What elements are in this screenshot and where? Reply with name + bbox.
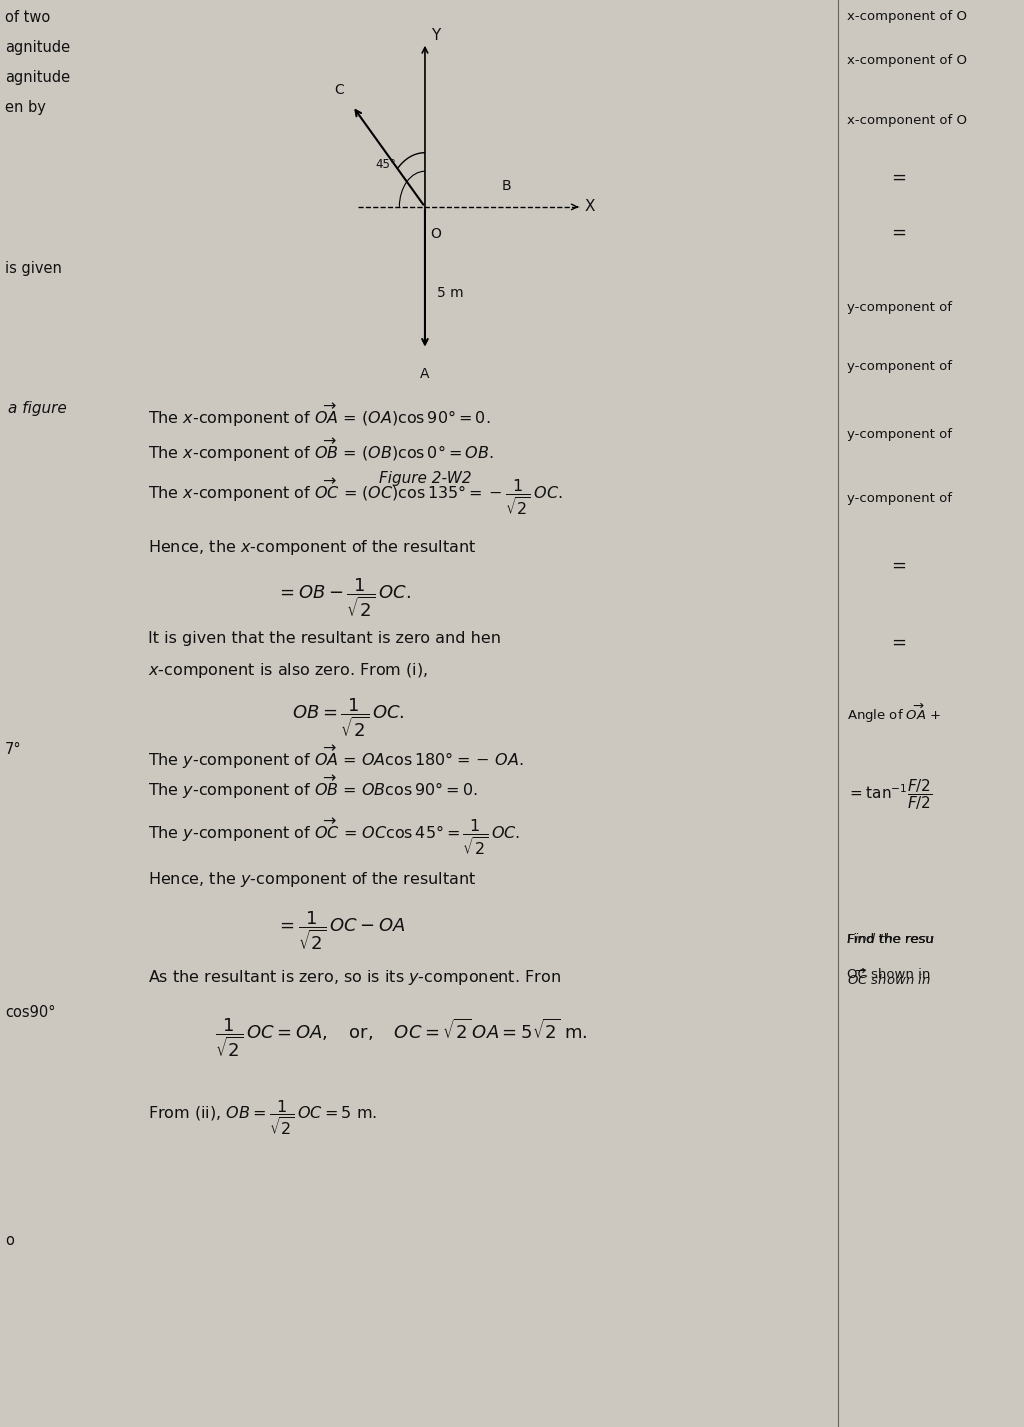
Text: y-component of: y-component of <box>847 492 952 505</box>
Text: x-component of O: x-component of O <box>847 10 967 23</box>
Text: The $y$-component of $\overrightarrow{OA}$ = $OA\cos180° = -\,OA.$: The $y$-component of $\overrightarrow{OA… <box>148 743 524 771</box>
Text: 7°: 7° <box>5 742 22 758</box>
Text: $OB = \dfrac{1}{\sqrt{2}}\,OC.$: $OB = \dfrac{1}{\sqrt{2}}\,OC.$ <box>292 696 404 739</box>
Text: x-component of O: x-component of O <box>847 54 967 67</box>
Text: $= \tan^{-1}\!\dfrac{F/2}{F/2}$: $= \tan^{-1}\!\dfrac{F/2}{F/2}$ <box>847 778 932 812</box>
Text: a figure: a figure <box>8 401 67 417</box>
Text: of two: of two <box>5 10 50 26</box>
Text: X: X <box>585 200 595 214</box>
Text: O: O <box>430 227 441 241</box>
Text: It is given that the resultant is zero and hen: It is given that the resultant is zero a… <box>148 631 502 646</box>
Text: Find the resu: Find the resu <box>847 933 934 946</box>
Text: 45°: 45° <box>376 158 396 171</box>
Text: A: A <box>420 367 430 381</box>
Text: B: B <box>502 178 512 193</box>
Text: $= OB - \dfrac{1}{\sqrt{2}}\,OC.$: $= OB - \dfrac{1}{\sqrt{2}}\,OC.$ <box>276 577 412 619</box>
Text: Figure 2-W2: Figure 2-W2 <box>379 471 471 487</box>
Text: Hence, the $y$-component of the resultant: Hence, the $y$-component of the resultan… <box>148 870 477 889</box>
Text: The $x$-component of $\overrightarrow{OB}$ = $(OB)\cos0° = OB.$: The $x$-component of $\overrightarrow{OB… <box>148 437 495 464</box>
Text: $\overrightarrow{OC}$ shown in: $\overrightarrow{OC}$ shown in <box>847 968 931 987</box>
Text: Angle of $\overrightarrow{OA}$ +: Angle of $\overrightarrow{OA}$ + <box>847 702 941 725</box>
Text: Hence, the $x$-component of the resultant: Hence, the $x$-component of the resultan… <box>148 538 477 557</box>
Text: y-component of: y-component of <box>847 301 952 314</box>
Text: agnitude: agnitude <box>5 70 71 86</box>
Text: 5 m: 5 m <box>437 285 464 300</box>
Text: Find the resu: Find the resu <box>847 933 934 946</box>
Text: OC shown in: OC shown in <box>847 968 930 980</box>
Text: As the resultant is zero, so is its $y$-component. Fron: As the resultant is zero, so is its $y$-… <box>148 968 561 986</box>
Text: From (ii), $OB = \dfrac{1}{\sqrt{2}}\,OC = 5\ \mathrm{m.}$: From (ii), $OB = \dfrac{1}{\sqrt{2}}\,OC… <box>148 1099 378 1137</box>
Text: C: C <box>335 83 344 97</box>
Text: =: = <box>891 634 906 652</box>
Text: Y: Y <box>431 27 440 43</box>
Text: $= \dfrac{1}{\sqrt{2}}\,OC - OA$: $= \dfrac{1}{\sqrt{2}}\,OC - OA$ <box>276 909 407 952</box>
Text: is given: is given <box>5 261 62 277</box>
Text: y-component of: y-component of <box>847 428 952 441</box>
Text: x-component of O: x-component of O <box>847 114 967 127</box>
Text: The $y$-component of $\overrightarrow{OC}$ = $OC\cos45° = \dfrac{1}{\sqrt{2}}\,O: The $y$-component of $\overrightarrow{OC… <box>148 816 521 858</box>
Text: The $x$-component of $\overrightarrow{OC}$ = $(OC)\cos135° = -\dfrac{1}{\sqrt{2}: The $x$-component of $\overrightarrow{OC… <box>148 477 563 518</box>
Text: =: = <box>891 557 906 575</box>
Text: =: = <box>891 168 906 187</box>
Text: cos90°: cos90° <box>5 1005 55 1020</box>
Text: en by: en by <box>5 100 46 116</box>
Text: =: = <box>891 224 906 243</box>
Text: $x$-component is also zero. From (i),: $x$-component is also zero. From (i), <box>148 661 428 679</box>
Text: y-component of: y-component of <box>847 360 952 372</box>
Text: agnitude: agnitude <box>5 40 71 56</box>
Text: The $y$-component of $\overrightarrow{OB}$ = $OB\cos90° = 0.$: The $y$-component of $\overrightarrow{OB… <box>148 773 478 801</box>
Text: The $x$-component of $\overrightarrow{OA}$ = $(OA)\cos90° = 0.$: The $x$-component of $\overrightarrow{OA… <box>148 401 490 428</box>
Text: $\dfrac{1}{\sqrt{2}}\,OC = OA,\quad \mathrm{or,}\quad OC = \sqrt{2}\,OA = 5\sqrt: $\dfrac{1}{\sqrt{2}}\,OC = OA,\quad \mat… <box>215 1016 588 1059</box>
Text: o: o <box>5 1233 14 1249</box>
